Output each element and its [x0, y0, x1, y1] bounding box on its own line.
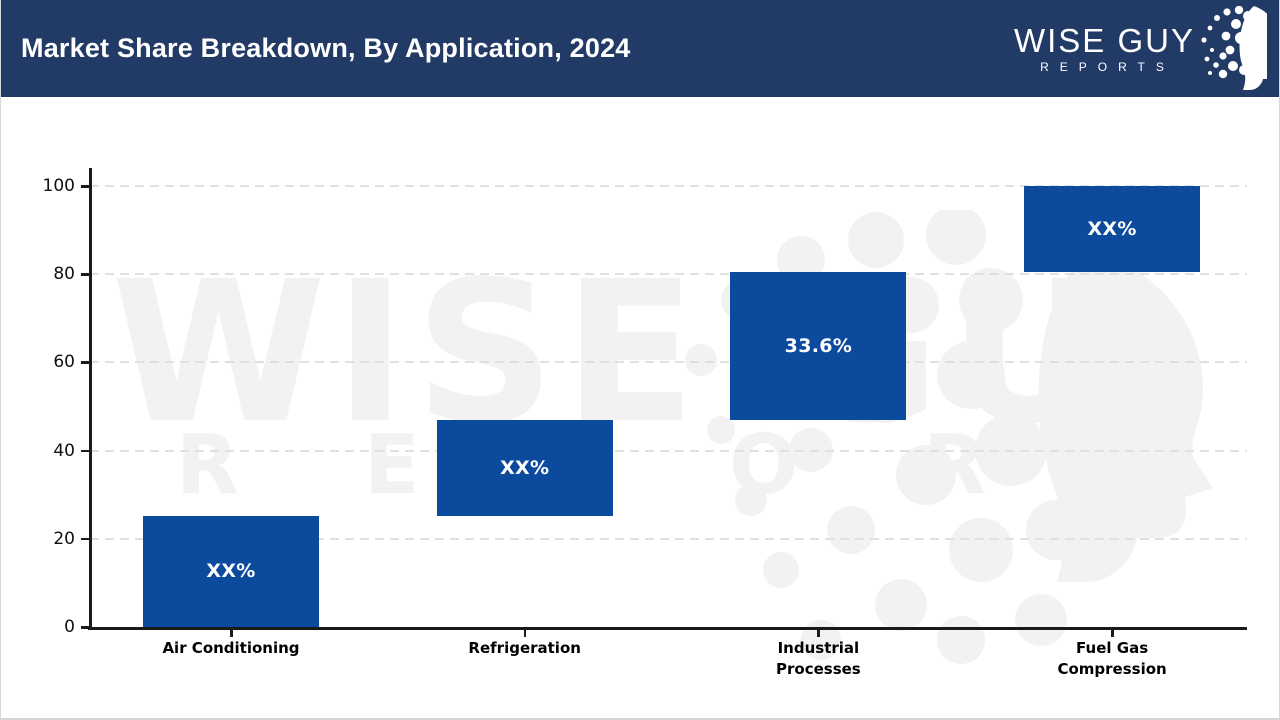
- y-tick-label-0: 0: [64, 617, 75, 637]
- dotted-head-icon: [1201, 5, 1267, 90]
- y-tick-mark-0: [81, 626, 90, 629]
- brand-logo: WISE GUY REPORTS: [1014, 5, 1279, 92]
- brand-name: WISE GUY: [1013, 22, 1195, 59]
- watermark-dotted-head-icon: [685, 210, 1213, 664]
- y-tick-label-80: 80: [53, 264, 75, 285]
- y-tick-label-40: 40: [53, 440, 75, 461]
- y-tick-mark-80: [81, 273, 90, 276]
- y-tick-mark-60: [81, 361, 90, 364]
- y-tick-mark-20: [81, 537, 90, 541]
- bar-air-conditioning: XX%: [143, 515, 319, 627]
- category-label-line: Fuel Gas: [1076, 639, 1149, 657]
- y-tick-label-100: 100: [42, 176, 75, 196]
- brand-logo-text: WISE GUY REPORTS: [1014, 24, 1195, 73]
- y-tick-mark-40: [81, 449, 90, 453]
- bar-fuel-gas-compression: XX%: [1024, 186, 1201, 272]
- gridline-60: [90, 361, 1247, 364]
- category-label-fuel-gas-compression: Fuel Gas Compression: [992, 638, 1232, 680]
- gridline-80: [90, 273, 1247, 276]
- bar-value-label-air-conditioning: XX%: [206, 560, 256, 583]
- gridline-100: [90, 185, 1247, 187]
- x-tick-mark-fuel-gas-compression: [1111, 629, 1114, 637]
- page-title: Market Share Breakdown, By Application, …: [21, 33, 631, 63]
- x-tick-mark-refrigeration: [523, 629, 527, 637]
- bar-value-label-fuel-gas-compression: XX%: [1087, 217, 1137, 240]
- category-label-air-conditioning: Air Conditioning: [111, 638, 351, 659]
- category-label-line: Compression: [1057, 660, 1167, 678]
- brand-subname: REPORTS: [1040, 60, 1175, 74]
- category-label-refrigeration: Refrigeration: [405, 638, 645, 659]
- gridline-40: [90, 449, 1247, 452]
- category-label-line: Processes: [776, 660, 861, 678]
- x-tick-mark-industrial-processes: [817, 629, 820, 637]
- bar-industrial-processes: 33.6%: [730, 271, 907, 420]
- bar-value-label-industrial-processes: 33.6%: [784, 334, 853, 357]
- x-tick-mark-air-conditioning: [230, 629, 233, 637]
- y-tick-label-60: 60: [53, 352, 75, 373]
- bar-refrigeration: XX%: [436, 419, 613, 516]
- y-tick-label-20: 20: [53, 528, 75, 549]
- y-tick-mark-100: [81, 185, 90, 188]
- y-axis-line: [89, 168, 92, 628]
- bottom-border: [1, 718, 1279, 720]
- gridline-20: [90, 537, 1247, 540]
- category-label-line: Air Conditioning: [162, 639, 300, 657]
- category-label-industrial-processes: Industrial Processes: [698, 638, 938, 680]
- watermark-text-wiseguy: WISE GU: [111, 239, 1115, 466]
- bar-value-label-refrigeration: XX%: [500, 456, 550, 479]
- category-label-line: Refrigeration: [468, 639, 581, 657]
- header-bar: Market Share Breakdown, By Application, …: [1, 0, 1279, 97]
- x-axis-line: [88, 627, 1247, 630]
- category-label-line: Industrial: [777, 639, 860, 657]
